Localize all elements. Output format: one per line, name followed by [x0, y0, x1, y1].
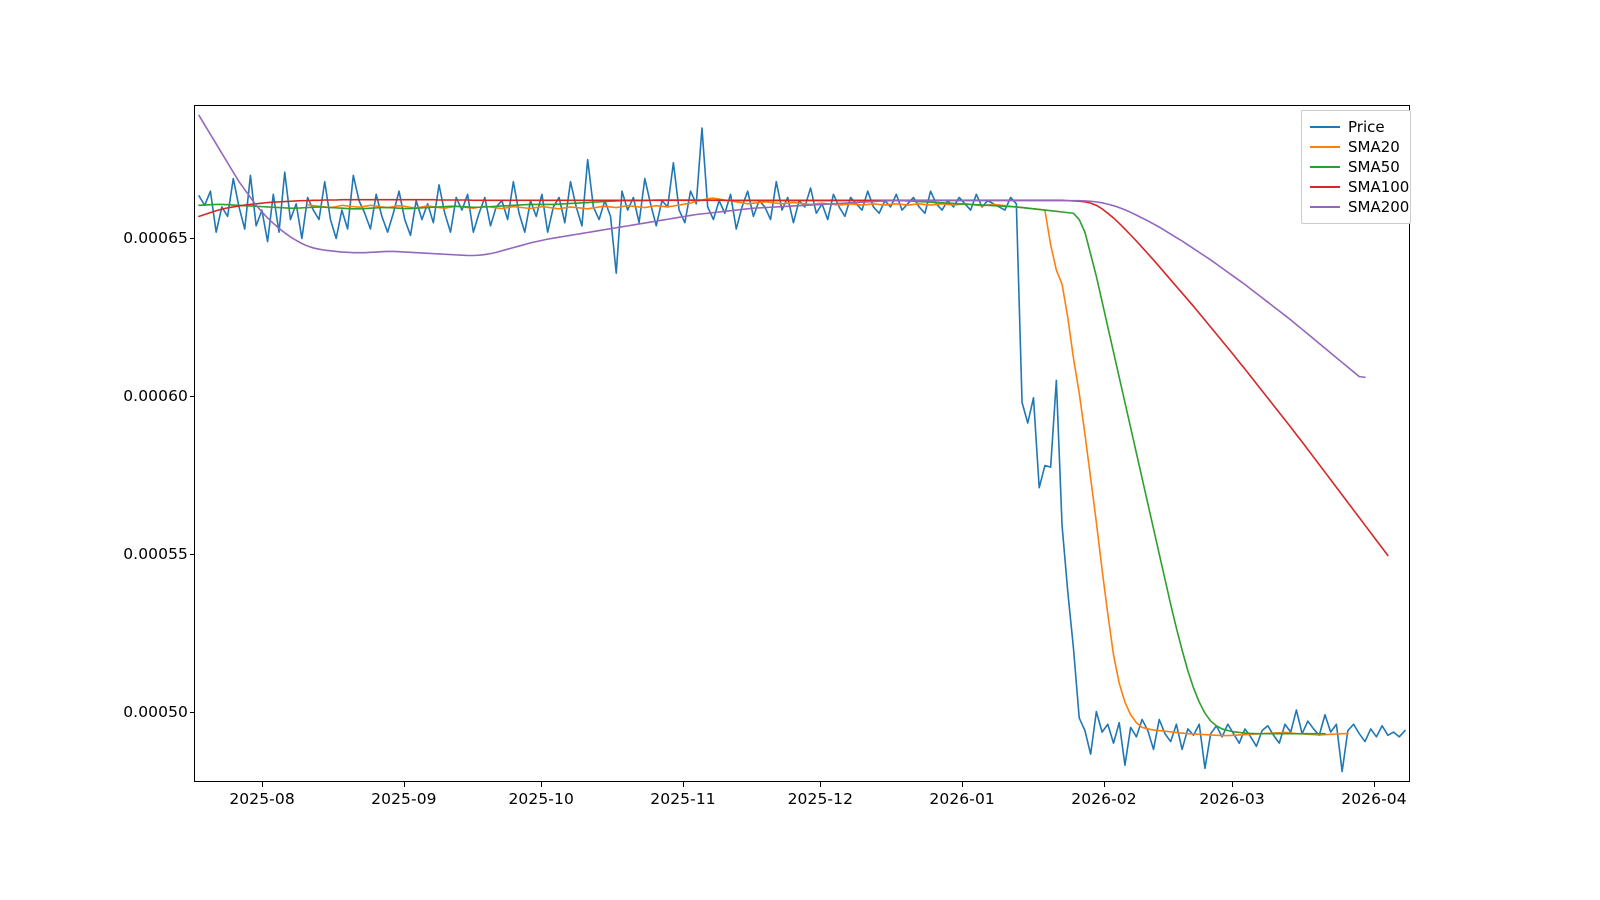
x-tick-mark [820, 782, 822, 787]
x-tick-mark [683, 782, 685, 787]
legend-label: Price [1348, 117, 1385, 136]
series-line-price [199, 128, 1405, 771]
x-tick-label: 2025-11 [650, 790, 716, 808]
legend-entry-price[interactable]: Price [1310, 117, 1402, 137]
plot-svg [195, 106, 1409, 781]
legend-label: SMA200 [1348, 197, 1410, 216]
y-tick-mark [190, 237, 195, 239]
series-group [199, 115, 1405, 771]
y-tick-label: 0.00050 [123, 703, 188, 722]
series-line-sma20 [308, 198, 1348, 735]
series-line-sma200 [199, 115, 1365, 377]
y-tick-label: 0.00065 [123, 228, 188, 247]
legend-label: SMA100 [1348, 177, 1410, 196]
legend-swatch-sma200 [1310, 206, 1340, 208]
legend-entry-sma100[interactable]: SMA100 [1310, 177, 1409, 197]
x-tick-label: 2025-08 [229, 790, 295, 808]
x-tick-mark [541, 782, 543, 787]
x-tick-mark [1104, 782, 1105, 787]
x-tick-label: 2025-10 [508, 790, 574, 808]
series-line-sma100 [199, 200, 1388, 556]
x-tick-label: 2025-12 [787, 790, 854, 808]
x-tick-mark [1373, 782, 1375, 787]
legend-label: SMA20 [1348, 137, 1400, 156]
plot-area [194, 105, 1410, 782]
x-tick-mark [262, 782, 264, 787]
x-tick-mark [1232, 782, 1234, 787]
legend-label: SMA50 [1348, 157, 1400, 176]
y-tick-label: 0.00055 [123, 545, 188, 564]
legend-swatch-sma20 [1310, 146, 1340, 148]
y-tick-label: 0.00060 [123, 387, 188, 406]
y-tick-mark [190, 396, 195, 398]
legend-entry-sma200[interactable]: SMA200 [1310, 197, 1409, 217]
legend-entry-sma50[interactable]: SMA50 [1310, 157, 1402, 177]
x-tick-label: 2026-03 [1199, 790, 1265, 808]
legend-entry-sma20[interactable]: SMA20 [1310, 137, 1402, 157]
x-tick-mark [403, 782, 405, 787]
y-tick-mark [190, 712, 195, 714]
x-tick-label: 2026-01 [929, 790, 995, 808]
x-tick-label: 2026-02 [1071, 790, 1137, 808]
x-tick-label: 2025-09 [371, 790, 437, 808]
x-tick-mark [962, 782, 964, 787]
legend-swatch-price [1310, 126, 1340, 128]
y-tick-mark [190, 554, 195, 556]
series-line-sma50 [199, 200, 1325, 734]
x-tick-label: 2026-04 [1341, 790, 1407, 808]
chart-legend: Price SMA20 SMA50 SMA100 SMA200 [1301, 110, 1411, 224]
legend-swatch-sma100 [1310, 186, 1340, 188]
legend-swatch-sma50 [1310, 166, 1340, 168]
